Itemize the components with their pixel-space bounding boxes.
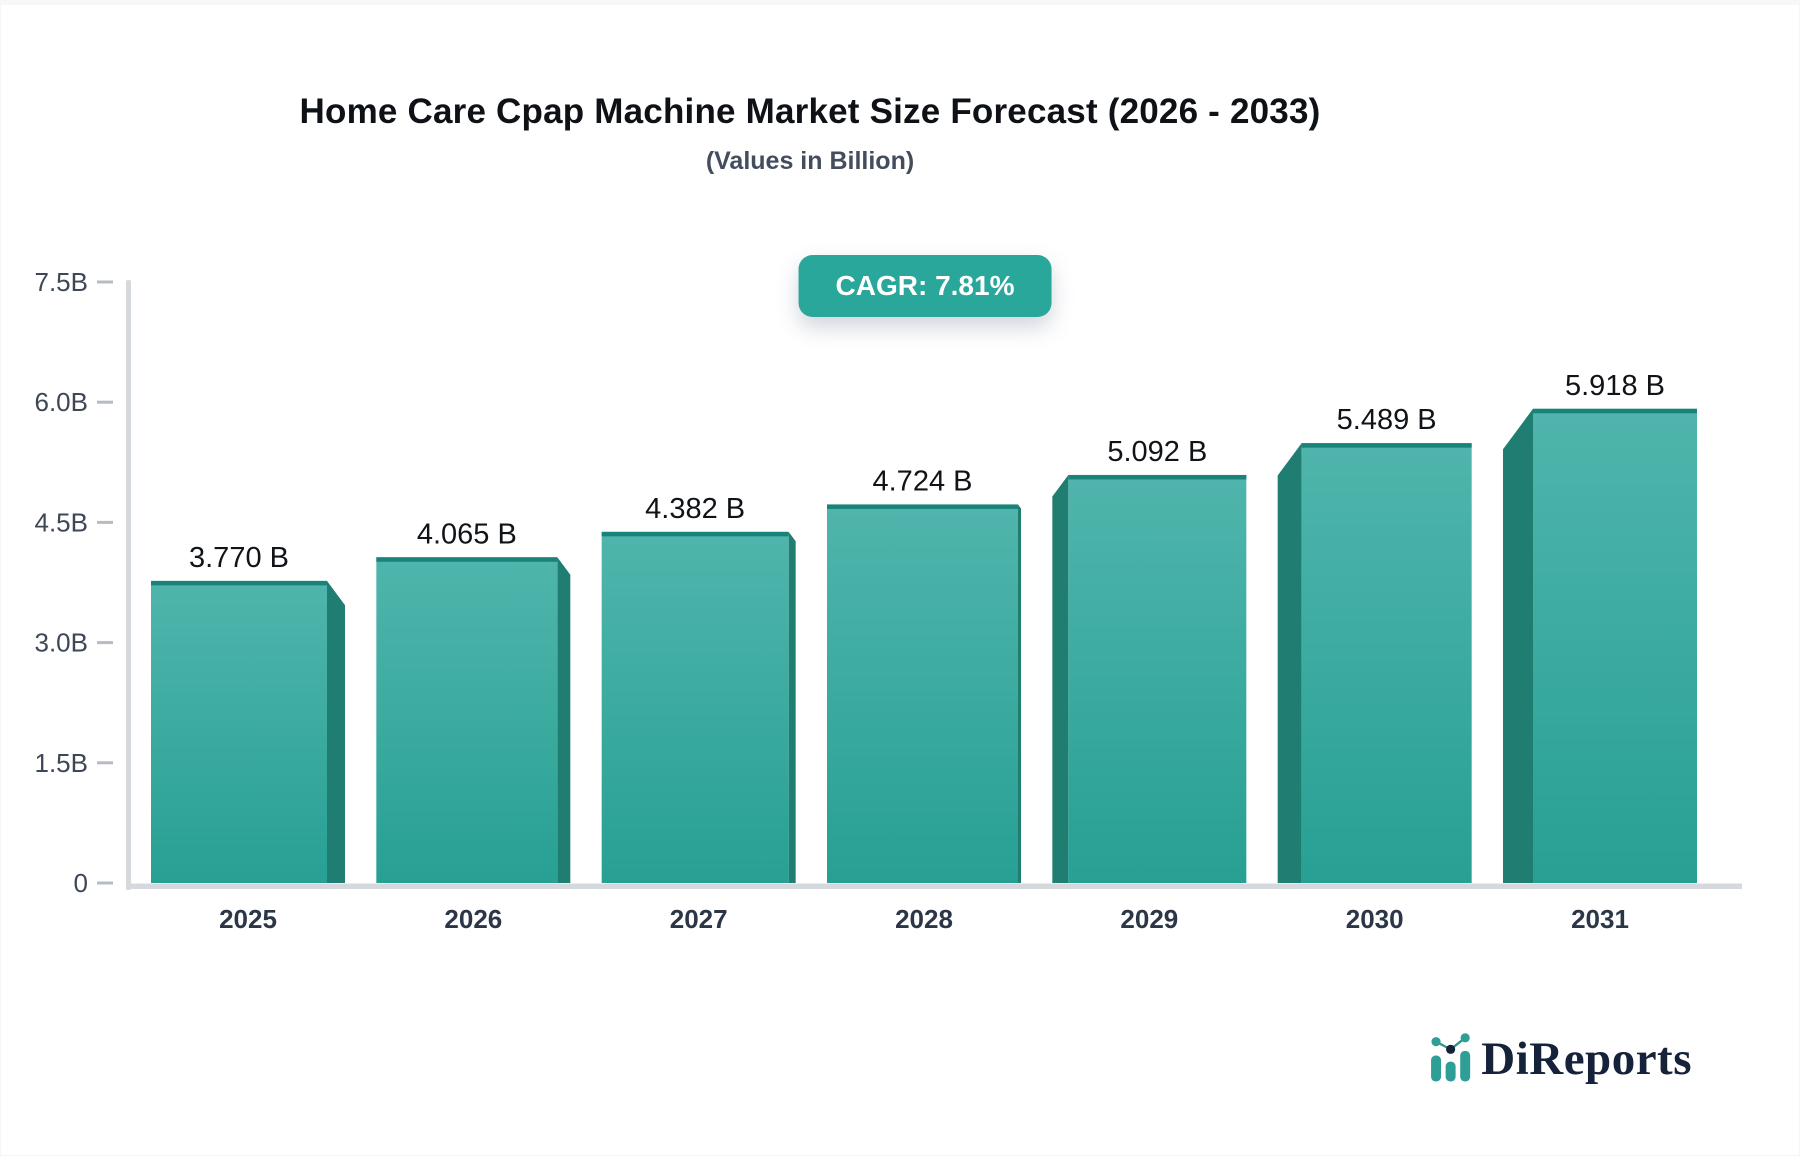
- bar-top-edge: [827, 504, 1018, 509]
- bar-2031: [1533, 408, 1697, 883]
- bar-side-face: [1052, 474, 1069, 883]
- bar-side-face: [1018, 504, 1021, 883]
- x-axis-line: [126, 883, 1742, 889]
- bar-top-edge: [151, 580, 327, 586]
- bar-2028: [827, 504, 1018, 883]
- y-tick-mark: [97, 641, 113, 645]
- y-tick-label: 3.0B: [35, 628, 89, 658]
- x-tick-label: 2027: [670, 904, 728, 934]
- chart-title: Home Care Cpap Machine Market Size Forec…: [299, 92, 1321, 131]
- y-tick-mark: [97, 881, 113, 885]
- bar-value-label: 3.770 B: [189, 542, 289, 574]
- y-tick-label: 7.5B: [35, 267, 89, 297]
- y-tick-label: 0: [74, 868, 88, 898]
- bar-top-edge: [376, 557, 558, 562]
- y-tick-mark: [97, 520, 113, 524]
- bar-2027: [601, 531, 789, 883]
- x-tick-label: 2028: [895, 904, 953, 934]
- bar-top-edge: [1068, 474, 1247, 480]
- cagr-badge: CAGR: 7.81%: [798, 255, 1052, 317]
- bar-value-label: 4.382 B: [645, 493, 745, 525]
- x-tick-label: 2025: [219, 904, 277, 934]
- bar-side-face: [557, 557, 571, 883]
- direports-logo: DiReports: [1428, 1032, 1692, 1083]
- bar-top-edge: [1301, 443, 1472, 448]
- y-axis-line: [126, 280, 131, 890]
- bar-side-face: [1503, 408, 1533, 883]
- y-tick-label: 4.5B: [35, 507, 89, 537]
- logo-text: DiReports: [1481, 1033, 1692, 1085]
- bar-top-edge: [1533, 408, 1697, 414]
- y-tick-label: 1.5B: [35, 748, 89, 778]
- y-tick-mark: [97, 280, 113, 284]
- bar-2029: [1068, 474, 1247, 883]
- bar-value-label: 5.489 B: [1337, 404, 1437, 436]
- y-tick-mark: [97, 400, 113, 404]
- bar-line-chart-icon: [1431, 1033, 1471, 1082]
- x-tick-label: 2029: [1120, 904, 1178, 934]
- bar-2030: [1301, 443, 1472, 883]
- bar-side-face: [1277, 443, 1302, 883]
- bar-value-label: 5.918 B: [1565, 370, 1665, 402]
- bar-value-label: 5.092 B: [1107, 436, 1207, 468]
- y-tick-mark: [97, 761, 113, 765]
- top-edge-strip: [0, 0, 1800, 5]
- bar-value-label: 4.065 B: [417, 518, 517, 550]
- bar-side-face: [788, 531, 796, 883]
- chart-subtitle: (Values in Billion): [705, 147, 915, 175]
- bar-2026: [376, 557, 558, 883]
- bar-value-label: 4.724 B: [873, 465, 973, 497]
- x-tick-label: 2026: [444, 904, 502, 934]
- y-tick-label: 6.0B: [35, 387, 89, 417]
- bar-side-face: [327, 580, 345, 883]
- x-tick-label: 2031: [1571, 904, 1629, 934]
- bar-top-edge: [601, 531, 789, 537]
- x-tick-label: 2030: [1346, 904, 1404, 934]
- bar-2025: [151, 580, 327, 883]
